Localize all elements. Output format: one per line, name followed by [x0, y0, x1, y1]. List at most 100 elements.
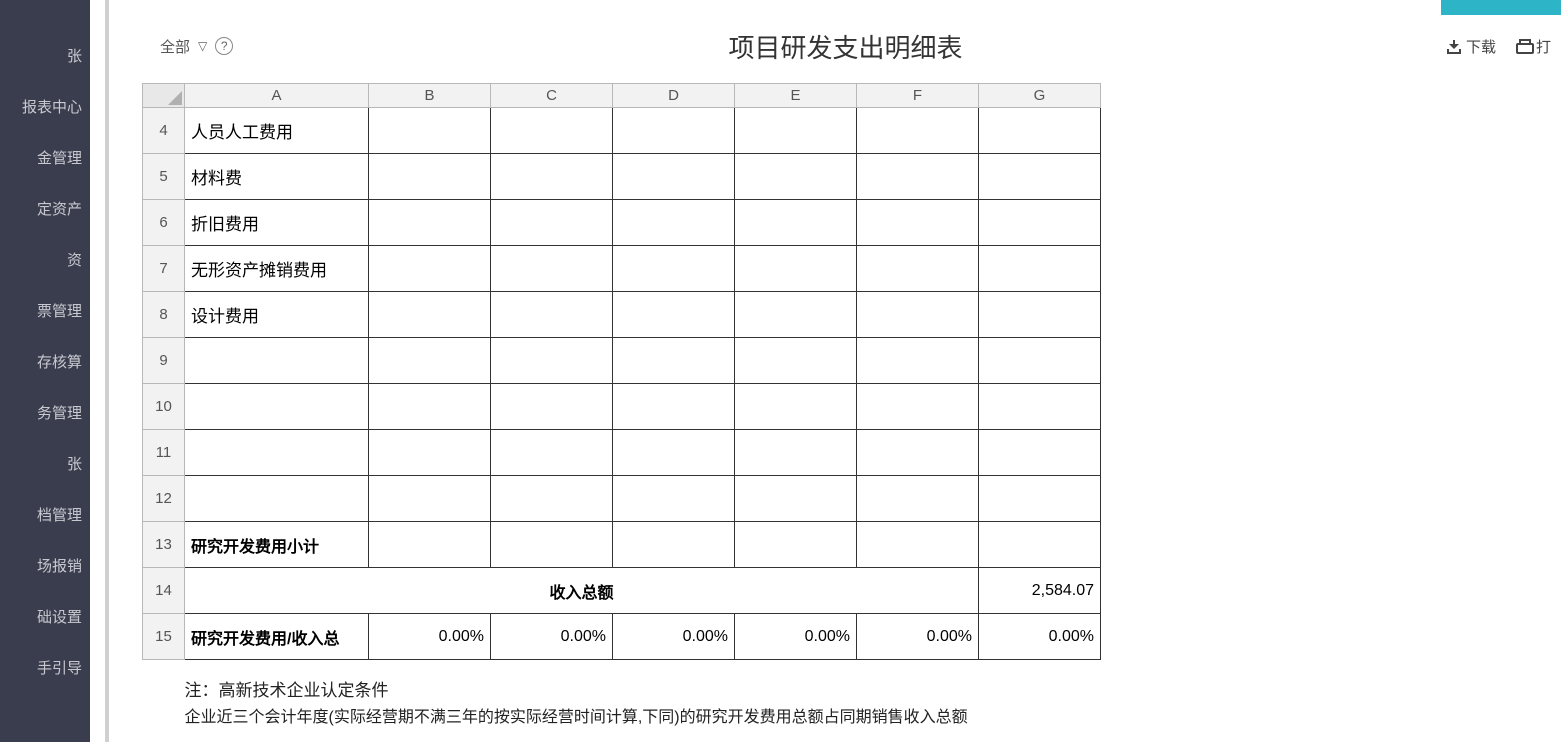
column-header-E[interactable]: E [735, 84, 857, 108]
cell-E7[interactable] [735, 246, 857, 292]
sidebar-item-6[interactable]: 存核算 [0, 336, 90, 387]
ratio-value-0[interactable]: 0.00% [369, 614, 491, 660]
sidebar-item-0[interactable]: 张 [0, 30, 90, 81]
cell-G6[interactable] [979, 200, 1101, 246]
cell-F11[interactable] [857, 430, 979, 476]
cell-F7[interactable] [857, 246, 979, 292]
cell-C11[interactable] [491, 430, 613, 476]
column-header-F[interactable]: F [857, 84, 979, 108]
cell-D7[interactable] [613, 246, 735, 292]
row-header-8[interactable]: 8 [143, 292, 185, 338]
ratio-value-5[interactable]: 0.00% [979, 614, 1101, 660]
column-header-B[interactable]: B [369, 84, 491, 108]
cell-B5[interactable] [369, 154, 491, 200]
cell-B13[interactable] [369, 522, 491, 568]
cell-E8[interactable] [735, 292, 857, 338]
cell-D8[interactable] [613, 292, 735, 338]
total-income-value[interactable]: 2,584.07 [979, 568, 1101, 614]
cell-D6[interactable] [613, 200, 735, 246]
cell-C13[interactable] [491, 522, 613, 568]
cell-D5[interactable] [613, 154, 735, 200]
ratio-value-1[interactable]: 0.00% [491, 614, 613, 660]
sidebar-item-9[interactable]: 档管理 [0, 489, 90, 540]
row-header-13[interactable]: 13 [143, 522, 185, 568]
row-header-4[interactable]: 4 [143, 108, 185, 154]
cell-A5[interactable]: 材料费 [185, 154, 369, 200]
cell-G5[interactable] [979, 154, 1101, 200]
help-icon[interactable]: ? [215, 37, 233, 55]
sidebar-item-10[interactable]: 场报销 [0, 540, 90, 591]
cell-C9[interactable] [491, 338, 613, 384]
ratio-value-3[interactable]: 0.00% [735, 614, 857, 660]
sidebar-item-12[interactable]: 手引导 [0, 642, 90, 693]
cell-E11[interactable] [735, 430, 857, 476]
cell-G7[interactable] [979, 246, 1101, 292]
print-button[interactable]: 打 [1516, 36, 1551, 57]
download-button[interactable]: 下载 [1447, 36, 1496, 57]
row-header-12[interactable]: 12 [143, 476, 185, 522]
cell-A7[interactable]: 无形资产摊销费用 [185, 246, 369, 292]
cell-C10[interactable] [491, 384, 613, 430]
row-header-10[interactable]: 10 [143, 384, 185, 430]
ratio-label[interactable]: 研究开发费用/收入总 [185, 614, 369, 660]
cell-A12[interactable] [185, 476, 369, 522]
cell-F5[interactable] [857, 154, 979, 200]
cell-B4[interactable] [369, 108, 491, 154]
sidebar-item-8[interactable]: 张 [0, 438, 90, 489]
cell-E9[interactable] [735, 338, 857, 384]
cell-D10[interactable] [613, 384, 735, 430]
cell-B7[interactable] [369, 246, 491, 292]
cell-F10[interactable] [857, 384, 979, 430]
cell-F4[interactable] [857, 108, 979, 154]
cell-B10[interactable] [369, 384, 491, 430]
sidebar-item-5[interactable]: 票管理 [0, 285, 90, 336]
cell-E4[interactable] [735, 108, 857, 154]
cell-F13[interactable] [857, 522, 979, 568]
cell-E6[interactable] [735, 200, 857, 246]
cell-F12[interactable] [857, 476, 979, 522]
filter-dropdown[interactable]: 全部 ▽ ? [160, 36, 233, 57]
cell-B8[interactable] [369, 292, 491, 338]
cell-D11[interactable] [613, 430, 735, 476]
column-header-G[interactable]: G [979, 84, 1101, 108]
cell-G13[interactable] [979, 522, 1101, 568]
cell-D9[interactable] [613, 338, 735, 384]
row-header-7[interactable]: 7 [143, 246, 185, 292]
column-header-A[interactable]: A [185, 84, 369, 108]
cell-C5[interactable] [491, 154, 613, 200]
sidebar-item-2[interactable]: 金管理 [0, 132, 90, 183]
cell-B11[interactable] [369, 430, 491, 476]
select-all-corner[interactable] [143, 84, 185, 108]
cell-E12[interactable] [735, 476, 857, 522]
cell-G8[interactable] [979, 292, 1101, 338]
row-header-9[interactable]: 9 [143, 338, 185, 384]
cell-D4[interactable] [613, 108, 735, 154]
sidebar-item-1[interactable]: 报表中心 [0, 81, 90, 132]
cell-A6[interactable]: 折旧费用 [185, 200, 369, 246]
cell-A4[interactable]: 人员人工费用 [185, 108, 369, 154]
row-header-11[interactable]: 11 [143, 430, 185, 476]
sidebar-item-7[interactable]: 务管理 [0, 387, 90, 438]
row-header-14[interactable]: 14 [143, 568, 185, 614]
cell-D13[interactable] [613, 522, 735, 568]
cell-G11[interactable] [979, 430, 1101, 476]
row-header-6[interactable]: 6 [143, 200, 185, 246]
cell-B9[interactable] [369, 338, 491, 384]
sidebar-item-4[interactable]: 资 [0, 234, 90, 285]
total-income-label[interactable]: 收入总额 [185, 568, 979, 614]
spreadsheet-grid[interactable]: ABCDEFG4人员人工费用5材料费6折旧费用7无形资产摊销费用8设计费用910… [142, 83, 1101, 727]
cell-D12[interactable] [613, 476, 735, 522]
cell-C7[interactable] [491, 246, 613, 292]
cell-E5[interactable] [735, 154, 857, 200]
cell-A8[interactable]: 设计费用 [185, 292, 369, 338]
cell-A9[interactable] [185, 338, 369, 384]
cell-B12[interactable] [369, 476, 491, 522]
sidebar-item-3[interactable]: 定资产 [0, 183, 90, 234]
cell-F8[interactable] [857, 292, 979, 338]
column-header-D[interactable]: D [613, 84, 735, 108]
cell-A13[interactable]: 研究开发费用小计 [185, 522, 369, 568]
row-header-15[interactable]: 15 [143, 614, 185, 660]
cell-G4[interactable] [979, 108, 1101, 154]
cell-B6[interactable] [369, 200, 491, 246]
cell-E10[interactable] [735, 384, 857, 430]
